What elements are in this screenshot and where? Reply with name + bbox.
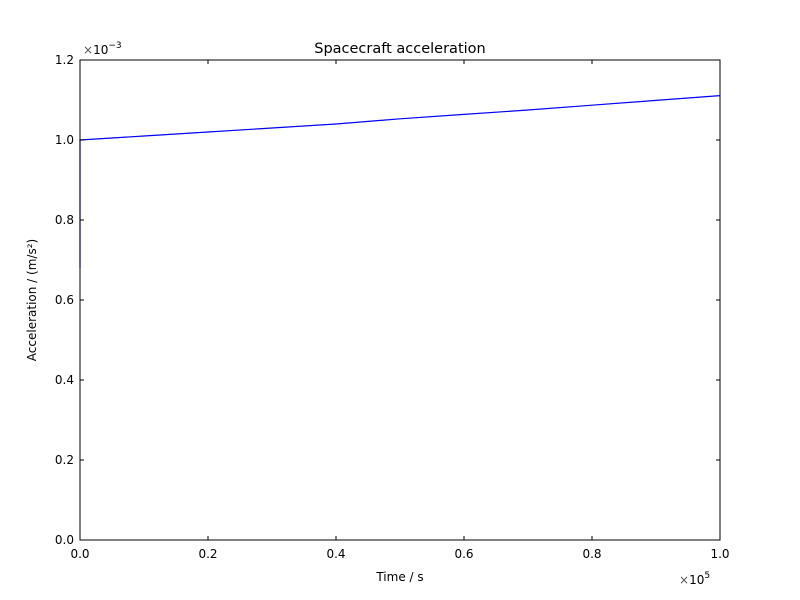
x-tick-label: 0.6: [454, 547, 473, 561]
y-axis-ticks: 0.0 0.2 0.4 0.6 0.8 1.0 1.2: [55, 53, 720, 547]
svg-text:×10−3: ×10−3: [83, 41, 122, 57]
x-offset-label: ×105: [679, 571, 710, 587]
x-tick-label: 0.2: [198, 547, 217, 561]
x-tick-label: 0.4: [326, 547, 345, 561]
svg-text:×105: ×105: [679, 571, 710, 587]
axes-frame: [79, 59, 721, 541]
plot-area: [79, 59, 721, 541]
y-tick-label: 1.0: [55, 133, 74, 147]
y-axis-label: Acceleration / (m/s²): [25, 239, 39, 361]
y-offset-label: ×10−3: [83, 41, 122, 57]
y-tick-label: 0.2: [55, 453, 74, 467]
acceleration-line: [79, 95, 721, 268]
x-axis-ticks: 0.0 0.2 0.4 0.6 0.8 1.0: [70, 60, 730, 561]
y-tick-label: 0.0: [55, 533, 74, 547]
x-tick-label: 0.8: [582, 547, 601, 561]
y-tick-label: 1.2: [55, 53, 74, 67]
x-tick-label: 1.0: [710, 547, 729, 561]
y-tick-label: 0.4: [55, 373, 74, 387]
x-axis-label: Time / s: [375, 570, 423, 584]
y-tick-label: 0.8: [55, 213, 74, 227]
x-tick-label: 0.0: [70, 547, 89, 561]
y-tick-label: 0.6: [55, 293, 74, 307]
chart-title: Spacecraft acceleration: [314, 41, 485, 57]
